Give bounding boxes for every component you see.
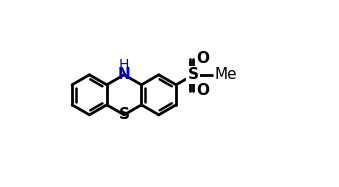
Text: H: H [119,58,129,72]
Text: O: O [197,51,210,66]
Text: O: O [197,83,210,98]
Text: Me: Me [214,67,237,82]
Text: S: S [188,67,199,82]
Text: S: S [119,107,129,122]
Text: N: N [118,67,131,82]
